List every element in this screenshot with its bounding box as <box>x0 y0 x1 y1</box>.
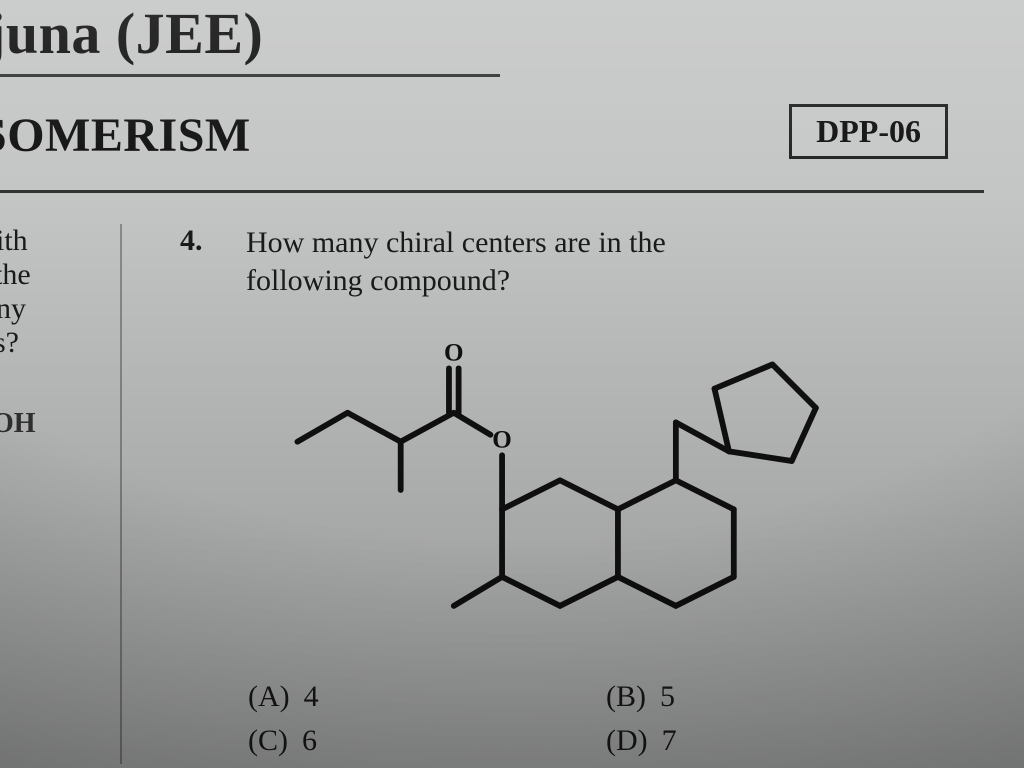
margin-fragment: ith <box>0 224 28 258</box>
question-number: 4. <box>180 224 203 258</box>
option-value: 4 <box>304 680 319 714</box>
margin-fragment: ny <box>0 292 26 326</box>
dpp-box: DPP-06 <box>789 104 948 159</box>
margin-fragment: OH <box>0 408 36 440</box>
option-d: (D) 7 <box>606 724 964 758</box>
horizontal-rule <box>0 190 984 193</box>
option-value: 5 <box>660 680 675 714</box>
option-letter: (B) <box>606 680 646 714</box>
chemical-structure: OO <box>280 300 840 680</box>
question-line2: following compound? <box>246 264 510 297</box>
page-title-partial: juna (JEE) <box>0 0 263 67</box>
structure-svg: OO <box>280 300 840 680</box>
option-c: (C) 6 <box>248 724 606 758</box>
left-column-rule <box>120 224 122 764</box>
option-value: 7 <box>662 724 677 758</box>
svg-text:O: O <box>492 426 512 453</box>
page: juna (JEE) SOMERISM DPP-06 ith the ny s?… <box>0 0 1024 768</box>
title-underline <box>0 74 500 77</box>
option-a: (A) 4 <box>248 680 606 714</box>
option-b: (B) 5 <box>606 680 964 714</box>
option-value: 6 <box>302 724 317 758</box>
option-letter: (D) <box>606 724 648 758</box>
question-line1: How many chiral centers are in the <box>246 226 666 259</box>
options-grid: (A) 4 (B) 5 (C) 6 (D) 7 <box>248 680 964 758</box>
question-text: How many chiral centers are in the follo… <box>246 224 964 299</box>
topic-heading-partial: SOMERISM <box>0 108 251 163</box>
margin-fragment: s? <box>0 326 19 360</box>
margin-fragment: the <box>0 258 31 292</box>
option-letter: (A) <box>248 680 290 714</box>
svg-text:O: O <box>444 340 464 367</box>
option-letter: (C) <box>248 724 288 758</box>
